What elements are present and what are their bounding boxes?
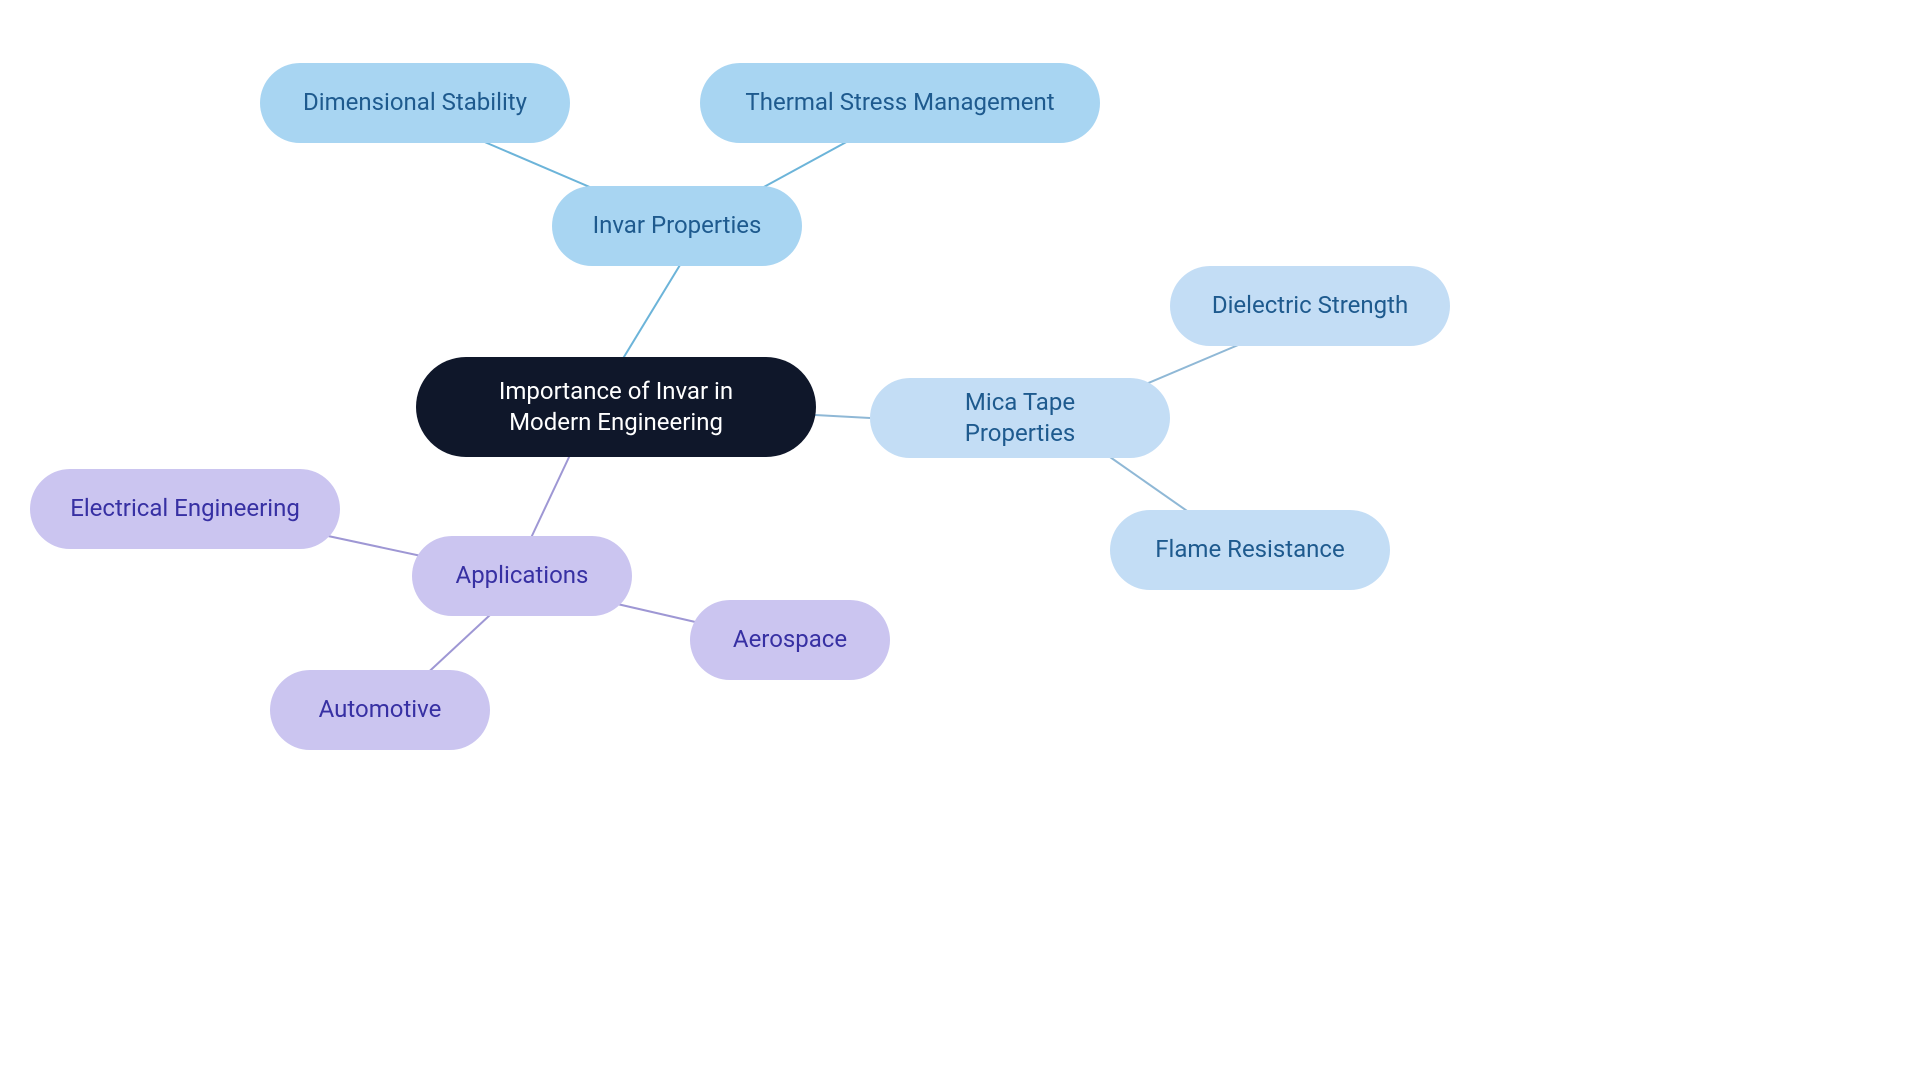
node-label: Flame Resistance <box>1155 534 1344 565</box>
mindmap-diagram: Importance of Invar in Modern Engineerin… <box>0 0 1920 1083</box>
node-label: Automotive <box>319 694 442 725</box>
node-thermal-stress: Thermal Stress Management <box>700 63 1100 143</box>
node-aerospace: Aerospace <box>690 600 890 680</box>
root-label: Importance of Invar in Modern Engineerin… <box>456 376 776 438</box>
node-label: Dimensional Stability <box>303 87 527 118</box>
node-invar-properties: Invar Properties <box>552 186 802 266</box>
node-label: Electrical Engineering <box>70 493 300 524</box>
node-label: Dielectric Strength <box>1212 290 1408 321</box>
node-electrical: Electrical Engineering <box>30 469 340 549</box>
node-automotive: Automotive <box>270 670 490 750</box>
node-label: Mica Tape Properties <box>910 387 1130 449</box>
node-dimensional-stability: Dimensional Stability <box>260 63 570 143</box>
node-label: Applications <box>456 560 589 591</box>
node-mica-tape: Mica Tape Properties <box>870 378 1170 458</box>
node-dielectric: Dielectric Strength <box>1170 266 1450 346</box>
root-node: Importance of Invar in Modern Engineerin… <box>416 357 816 457</box>
node-applications: Applications <box>412 536 632 616</box>
node-flame: Flame Resistance <box>1110 510 1390 590</box>
node-label: Thermal Stress Management <box>745 87 1054 118</box>
node-label: Aerospace <box>733 624 847 655</box>
node-label: Invar Properties <box>593 210 762 241</box>
